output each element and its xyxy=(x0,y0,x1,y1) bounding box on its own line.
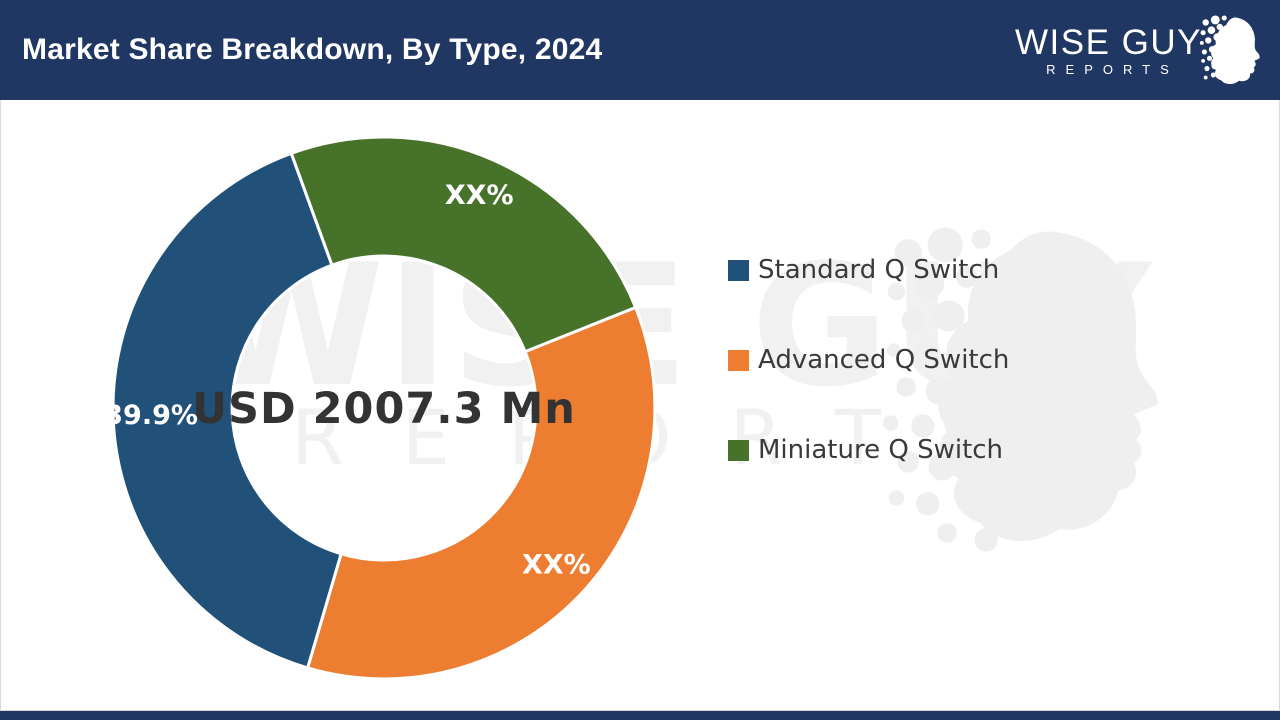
wiseguy-logo-text: WISE GUY REPORTS xyxy=(1015,25,1202,76)
wiseguy-logo: WISE GUY REPORTS xyxy=(1015,8,1262,92)
logo-subtitle: REPORTS xyxy=(1046,61,1179,77)
legend-label-advanced-q-switch: Advanced Q Switch xyxy=(758,345,1010,375)
wedge-miniature-q-switch xyxy=(289,135,638,354)
watermark-face-icon xyxy=(882,227,1158,552)
legend-item-standard-q-switch: Standard Q Switch xyxy=(728,256,1009,284)
wedge-standard-q-switch xyxy=(111,151,344,670)
wedge-label-advanced-q-switch: XX% xyxy=(522,549,591,580)
legend-swatch-standard-q-switch xyxy=(728,259,749,281)
wedge-label-standard-q-switch: 39.9% xyxy=(104,400,198,431)
chart-legend: Standard Q Switch Advanced Q Switch Miniat… xyxy=(728,256,1009,464)
legend-swatch-advanced-q-switch xyxy=(728,349,749,371)
footer-bar xyxy=(0,710,1280,720)
legend-item-advanced-q-switch: Advanced Q Switch xyxy=(728,346,1009,374)
legend-label-miniature-q-switch: Miniature Q Switch xyxy=(758,435,1004,465)
legend-item-miniature-q-switch: Miniature Q Switch xyxy=(728,436,1009,464)
chart-area: WISE GUY REPORTS 39.9% XX% XX% USD 2007.3 … xyxy=(0,100,1280,710)
wiseguy-face-icon xyxy=(1199,15,1260,85)
wedge-advanced-q-switch xyxy=(305,305,657,681)
donut-chart: 39.9% XX% XX% xyxy=(104,135,657,681)
header-bar: Market Share Breakdown, By Type, 2024 WI… xyxy=(0,0,1280,100)
chart-center-total: USD 2007.3 Mn xyxy=(192,384,576,434)
wedge-label-miniature-q-switch: XX% xyxy=(445,180,514,211)
legend-label-standard-q-switch: Standard Q Switch xyxy=(758,255,1000,285)
page-title: Market Share Breakdown, By Type, 2024 xyxy=(22,33,603,66)
legend-swatch-miniature-q-switch xyxy=(728,439,749,461)
logo-wordmark: WISE GUY xyxy=(1014,22,1202,62)
